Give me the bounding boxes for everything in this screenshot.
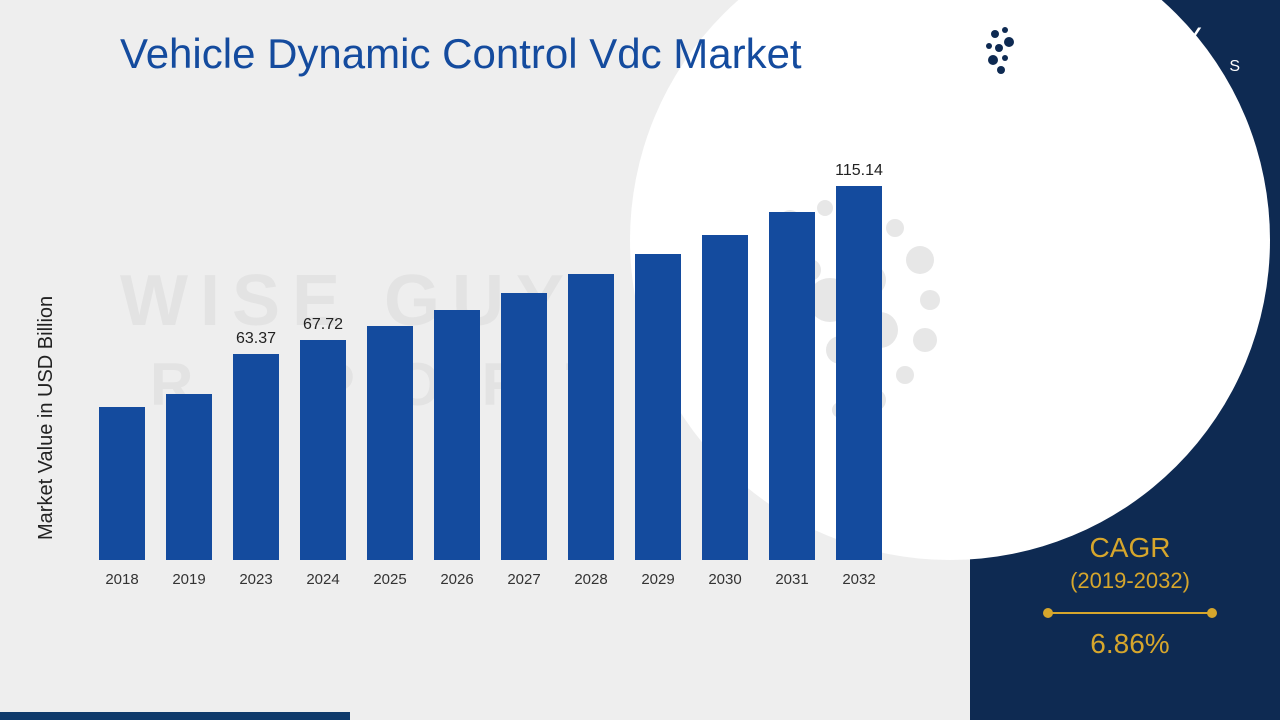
- plot-area: 2018 2019 63.372023 67.722024 2025 2026 2027 20…: [95, 170, 900, 560]
- bar: [702, 235, 748, 560]
- bar-chart: 2018201963.37202367.72202420252026202720…: [70, 170, 900, 590]
- bar-wrap: 2031: [769, 212, 815, 560]
- cagr-label: CAGR: [1020, 532, 1240, 564]
- cagr-block: CAGR (2019-2032) 6.86%: [1020, 532, 1240, 660]
- cagr-value: 6.86%: [1020, 628, 1240, 660]
- logo-line1: WISE GUY: [1017, 22, 1250, 56]
- bar: [367, 326, 413, 560]
- x-tick-label: 2032: [842, 571, 875, 588]
- bar-wrap: 67.722024: [300, 340, 346, 560]
- bar: [769, 212, 815, 560]
- x-tick-label: 2027: [507, 571, 540, 588]
- bar-wrap: 2029: [635, 254, 681, 560]
- bar-wrap: 63.372023: [233, 354, 279, 560]
- bar: [501, 293, 547, 560]
- x-tick-label: 2025: [373, 571, 406, 588]
- x-tick-label: 2026: [440, 571, 473, 588]
- bar: [568, 274, 614, 560]
- bar-wrap: 115.142032: [836, 186, 882, 560]
- bar: [166, 394, 212, 560]
- cagr-period: (2019-2032): [1020, 568, 1240, 594]
- x-tick-label: 2018: [105, 571, 138, 588]
- bar-wrap: 2025: [367, 326, 413, 560]
- brand-logo: WISE GUY R E P O R T S: [1017, 22, 1250, 76]
- bar-wrap: 2018: [99, 407, 145, 560]
- bar-value-label: 115.14: [835, 162, 883, 180]
- bar-wrap: 2026: [434, 310, 480, 560]
- bar: [300, 340, 346, 560]
- x-tick-label: 2031: [775, 571, 808, 588]
- bar-wrap: 2019: [166, 394, 212, 560]
- bar: [434, 310, 480, 560]
- x-tick-label: 2024: [306, 571, 339, 588]
- bar-wrap: 2030: [702, 235, 748, 560]
- bar: [99, 407, 145, 560]
- bar-value-label: 67.72: [303, 316, 343, 334]
- page-title: Vehicle Dynamic Control Vdc Market: [120, 30, 802, 78]
- x-tick-label: 2028: [574, 571, 607, 588]
- bar: [233, 354, 279, 560]
- logo-line2: R E P O R T S: [1017, 58, 1250, 76]
- x-tick-label: 2019: [172, 571, 205, 588]
- x-tick-label: 2030: [708, 571, 741, 588]
- bar-value-label: 63.37: [236, 330, 276, 348]
- y-axis-label: Market Value in USD Billion: [35, 296, 58, 540]
- cagr-divider: [1045, 612, 1215, 614]
- bar-wrap: 2027: [501, 293, 547, 560]
- bar: [635, 254, 681, 560]
- x-tick-label: 2023: [239, 571, 272, 588]
- stage: WISE GUY R E P O R T S WISE GUY R E P O …: [0, 0, 1280, 720]
- bar-wrap: 2028: [568, 274, 614, 560]
- bar: [836, 186, 882, 560]
- x-tick-label: 2029: [641, 571, 674, 588]
